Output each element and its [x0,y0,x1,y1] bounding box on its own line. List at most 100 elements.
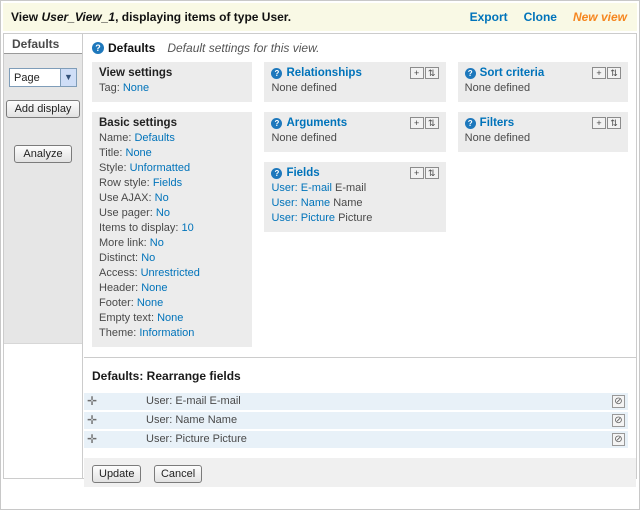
cancel-button[interactable]: Cancel [153,465,203,483]
drag-handle-icon[interactable]: ✛ [87,413,98,427]
view-action-links: Export Clone New view [470,10,627,24]
help-icon[interactable]: ? [92,42,104,54]
display-sidebar: Defaults Page ▼ Add display Analyze [4,34,83,478]
rearrange-row-email[interactable]: ✛ User: E-mail E-mail ⊘ [84,393,628,410]
field-link[interactable]: User: Picture [271,212,336,224]
setting-items-to-display: Items to display: 10 [99,221,245,236]
setting-value-link[interactable]: No [141,252,156,264]
help-icon[interactable]: ? [271,67,283,79]
drag-handle-icon[interactable]: ✛ [87,432,98,446]
setting-value-link[interactable]: Unrestricted [140,267,200,279]
drag-handle-icon[interactable]: ✛ [87,394,98,408]
rearrange-icon[interactable]: ⇅ [424,117,439,129]
setting-empty-text: Empty text: None [99,311,245,326]
remove-icon[interactable]: ⊘ [612,395,625,408]
display-description: Default settings for this view. [167,41,320,55]
filters-empty: None defined [464,132,531,144]
analyze-button[interactable]: Analyze [14,145,72,163]
setting-value-link[interactable]: None [125,147,152,159]
setting-label: Access: [99,267,138,279]
view-title-suffix: , displaying items of type User. [115,10,292,24]
field-link[interactable]: User: E-mail [271,182,332,194]
sort-criteria-empty: None defined [464,82,531,94]
setting-theme: Theme: Information [99,326,245,341]
view-settings-title: View settings [99,67,173,79]
rearrange-icon[interactable]: ⇅ [607,117,622,129]
setting-value-link[interactable]: Information [139,327,195,339]
setting-label: Tag: [99,82,120,94]
clone-link[interactable]: Clone [523,10,557,24]
basic-settings-header: Basic settings [99,117,245,129]
setting-value-link[interactable]: None [122,82,150,94]
rearrange-icon[interactable]: ⇅ [424,167,439,179]
relationships-title-link[interactable]: Relationships [286,67,362,79]
add-icon[interactable]: + [409,167,424,179]
setting-label: Distinct: [99,252,139,264]
arguments-header: ? Arguments + ⇅ [271,117,439,129]
update-button[interactable]: Update [92,465,142,483]
sidebar-controls: Page ▼ Add display Analyze [4,54,82,344]
setting-value-link[interactable]: None [157,312,184,324]
add-icon[interactable]: + [409,67,424,79]
display-settings-main: ? Defaults Default settings for this vie… [84,34,636,487]
display-header: ? Defaults Default settings for this vie… [84,34,636,60]
setting-label: More link: [99,237,147,249]
add-icon[interactable]: + [592,67,607,79]
sort-criteria-title-link[interactable]: Sort criteria [479,67,545,79]
setting-distinct: Distinct: No [99,251,245,266]
setting-name: Name: Defaults [99,131,245,146]
sort-criteria-header: ? Sort criteria + ⇅ [464,67,622,79]
filters-buttons: + ⇅ [592,117,622,129]
setting-value-link[interactable]: None [141,282,168,294]
filters-title-link[interactable]: Filters [479,117,515,129]
view-settings-header: View settings [99,67,245,79]
setting-value-link[interactable]: None [136,297,164,309]
setting-label: Row style: [99,177,150,189]
field-item-name: User: Name Name [271,196,438,211]
remove-icon[interactable]: ⊘ [612,433,625,446]
view-title: View User_View_1, displaying items of ty… [11,10,291,24]
setting-value-link[interactable]: Unformatted [129,162,191,174]
field-label: Picture [338,212,373,224]
add-icon[interactable]: + [592,117,607,129]
setting-use-pager: Use pager: No [99,206,245,221]
view-title-prefix: View [11,10,39,24]
setting-value-link[interactable]: No [155,207,170,219]
fields-title-link[interactable]: Fields [286,167,320,179]
setting-value-link[interactable]: No [154,192,169,204]
field-item-email: User: E-mail E-mail [271,181,438,196]
settings-column-2: ? Relationships + ⇅ None defined ? [264,62,446,242]
field-link[interactable]: User: Name [271,197,331,209]
rearrange-row-picture[interactable]: ✛ User: Picture Picture ⊘ [84,431,628,448]
help-icon[interactable]: ? [271,117,283,129]
relationships-box: ? Relationships + ⇅ None defined [264,62,446,102]
new-view-link[interactable]: New view [572,10,627,24]
add-display-button[interactable]: Add display [5,100,81,118]
settings-column-1: View settings Tag: None Basic settings N… [92,62,253,357]
rearrange-icon[interactable]: ⇅ [607,67,622,79]
fields-buttons: + ⇅ [409,167,439,179]
setting-label: Empty text: [99,312,155,324]
basic-settings-title: Basic settings [99,117,177,129]
arguments-title-link[interactable]: Arguments [286,117,348,129]
help-icon[interactable]: ? [271,167,283,179]
tab-defaults[interactable]: Defaults [4,34,82,54]
rearrange-row-name[interactable]: ✛ User: Name Name ⊘ [84,412,628,429]
export-link[interactable]: Export [469,10,508,24]
help-icon[interactable]: ? [464,117,476,129]
setting-label: Use pager: [99,207,153,219]
setting-value-link[interactable]: Fields [152,177,183,189]
setting-tag: Tag: None [99,81,245,96]
remove-icon[interactable]: ⊘ [612,414,625,427]
display-type-select[interactable]: Page ▼ [9,68,77,87]
setting-value-link[interactable]: No [149,237,164,249]
setting-label: Header: [99,282,139,294]
view-title-bar: View User_View_1, displaying items of ty… [3,3,637,31]
setting-value-link[interactable]: 10 [181,222,194,234]
form-actions: Update Cancel [84,458,636,487]
setting-value-link[interactable]: Defaults [134,132,175,144]
add-icon[interactable]: + [409,117,424,129]
help-icon[interactable]: ? [464,67,476,79]
rearrange-icon[interactable]: ⇅ [424,67,439,79]
setting-label: Use AJAX: [99,192,152,204]
